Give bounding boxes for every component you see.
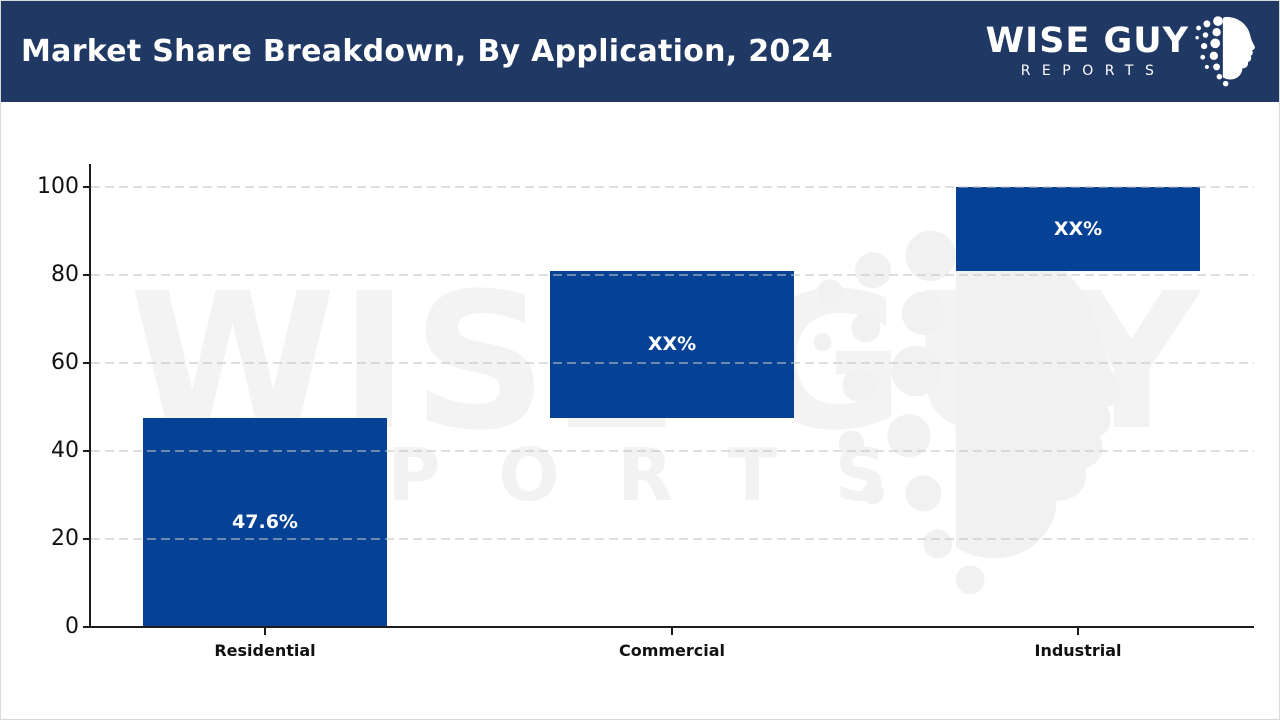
bar-value-label: XX% [1053,217,1103,240]
y-tick-60 [83,362,91,364]
x-tick-residential [264,628,266,635]
header-bar: Market Share Breakdown, By Application, … [1,1,1279,102]
y-tick-0 [83,626,91,628]
y-tick-label-100: 100 [37,174,79,199]
y-tick-label-60: 60 [51,350,79,375]
gridline-60 [91,362,1254,364]
logo-subtitle: REPORTS [1020,63,1166,79]
y-tick-40 [83,450,91,452]
bar-residential: 47.6% [143,417,387,627]
y-tick-20 [83,538,91,540]
watermark-head-icon [813,230,1122,595]
y-tick-label-0: 0 [65,614,79,639]
y-axis-spine [89,164,91,628]
gridline-100 [91,186,1254,188]
y-tick-100 [83,186,91,188]
bar-value-label: XX% [647,333,697,356]
wiseguy-logo: WISE GUY REPORTS [986,15,1259,89]
wiseguy-logo-text: WISE GUY REPORTS [985,21,1189,80]
logo-wordmark: WISE GUY [985,21,1189,61]
page-title: Market Share Breakdown, By Application, … [21,34,833,69]
x-tick-label-industrial: Industrial [1034,641,1122,660]
y-tick-80 [83,274,91,276]
bar-commercial: XX% [550,270,794,418]
bar-value-label: 47.6% [232,511,298,534]
x-tick-industrial [1077,628,1079,635]
x-tick-commercial [671,628,673,635]
x-tick-label-residential: Residential [214,641,316,660]
y-tick-label-20: 20 [51,526,79,551]
gridline-20 [91,538,1254,540]
bar-industrial: XX% [956,187,1200,271]
y-tick-label-80: 80 [51,262,79,287]
x-tick-label-commercial: Commercial [618,641,726,660]
x-axis-spine [89,626,1254,628]
gridline-40 [91,450,1254,452]
gridline-80 [91,274,1254,276]
y-tick-label-40: 40 [51,438,79,463]
